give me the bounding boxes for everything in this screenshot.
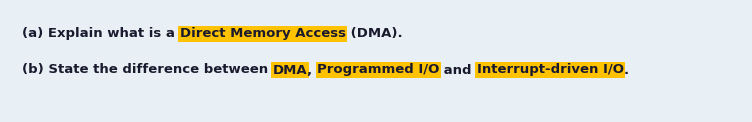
Text: (a) Explain what is a: (a) Explain what is a <box>22 27 180 41</box>
Text: Interrupt-driven I/O: Interrupt-driven I/O <box>477 63 623 76</box>
Text: Direct Memory Access: Direct Memory Access <box>180 27 345 41</box>
Text: (b) State the difference between: (b) State the difference between <box>22 63 273 76</box>
Text: ,: , <box>308 63 317 76</box>
Text: DMA: DMA <box>273 63 308 76</box>
Text: Programmed I/O: Programmed I/O <box>317 63 439 76</box>
Text: .: . <box>623 63 629 76</box>
Text: (DMA).: (DMA). <box>345 27 402 41</box>
Text: and: and <box>439 63 477 76</box>
